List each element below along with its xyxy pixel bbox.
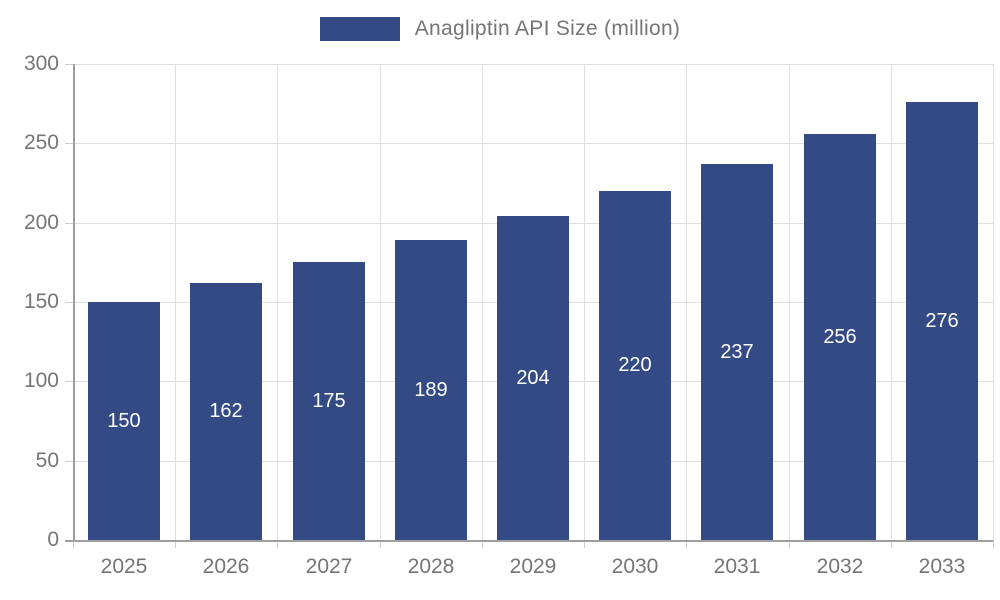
x-gridline <box>175 64 176 540</box>
y-axis-tick-label: 50 <box>35 449 59 472</box>
x-gridline <box>789 64 790 540</box>
bar-value-label: 204 <box>516 366 550 389</box>
x-axis-tick-label: 2027 <box>305 555 353 578</box>
x-gridline <box>686 64 687 540</box>
y-axis-tick-label: 200 <box>23 211 59 234</box>
x-axis-tick <box>686 540 687 548</box>
bar-value-label: 237 <box>720 340 754 363</box>
legend-label: Anagliptin API Size (million) <box>414 17 681 40</box>
x-gridline <box>482 64 483 540</box>
y-axis-tick <box>65 302 73 303</box>
y-axis-tick-label: 250 <box>23 131 59 154</box>
x-axis-line <box>65 540 993 542</box>
bar-2031[interactable]: 237 <box>701 164 773 540</box>
bar-2027[interactable]: 175 <box>293 262 365 540</box>
y-axis-line <box>73 64 75 540</box>
bar-value-label: 220 <box>618 354 652 376</box>
x-axis-tick <box>277 540 278 548</box>
y-axis-tick <box>65 143 73 144</box>
x-axis-tick <box>482 540 483 548</box>
bar-value-label: 276 <box>925 309 959 332</box>
x-gridline <box>380 64 381 540</box>
bar-value-label: 256 <box>823 325 857 348</box>
y-axis-tick <box>65 461 73 462</box>
x-axis-tick-label: 2033 <box>918 555 966 578</box>
x-axis-tick <box>584 540 585 548</box>
bar-2026[interactable]: 162 <box>190 283 262 540</box>
bar-value-label: 162 <box>209 400 243 422</box>
x-axis-tick <box>73 540 74 548</box>
y-gridline <box>73 143 993 144</box>
x-axis-tick <box>175 540 176 548</box>
x-axis-tick <box>993 540 994 548</box>
x-gridline <box>277 64 278 540</box>
x-axis-tick-label: 2030 <box>611 555 659 578</box>
bar-2025[interactable]: 150 <box>88 302 160 540</box>
bar-2032[interactable]: 256 <box>804 134 876 540</box>
x-axis-tick <box>891 540 892 548</box>
x-axis-tick-label: 2025 <box>100 555 148 578</box>
x-gridline <box>584 64 585 540</box>
legend-swatch-icon <box>319 17 400 41</box>
legend[interactable]: Anagliptin API Size (million) <box>0 17 1000 41</box>
bar-2029[interactable]: 204 <box>497 216 569 540</box>
y-axis-tick-label: 300 <box>23 52 59 75</box>
x-gridline <box>993 64 994 540</box>
y-axis-tick <box>65 223 73 224</box>
x-axis-tick-label: 2032 <box>816 555 864 578</box>
y-axis-tick <box>65 64 73 65</box>
bar-2028[interactable]: 189 <box>395 240 467 540</box>
y-gridline <box>73 64 993 65</box>
y-axis-tick-label: 100 <box>23 369 59 392</box>
x-axis-tick <box>380 540 381 548</box>
y-axis-tick-label: 150 <box>23 290 59 313</box>
x-axis-tick-label: 2029 <box>509 555 557 578</box>
x-axis-tick-label: 2028 <box>407 555 455 578</box>
bar-value-label: 150 <box>107 409 141 432</box>
bar-2033[interactable]: 276 <box>906 102 978 540</box>
x-gridline <box>891 64 892 540</box>
x-axis-tick <box>789 540 790 548</box>
x-axis-tick-label: 2026 <box>202 555 250 578</box>
x-axis-tick-label: 2031 <box>713 555 761 578</box>
bar-value-label: 189 <box>414 378 448 401</box>
bar-2030[interactable]: 220 <box>599 191 671 540</box>
bar-value-label: 175 <box>312 389 346 412</box>
y-axis-tick <box>65 381 73 382</box>
y-axis-tick-label: 0 <box>47 528 59 551</box>
